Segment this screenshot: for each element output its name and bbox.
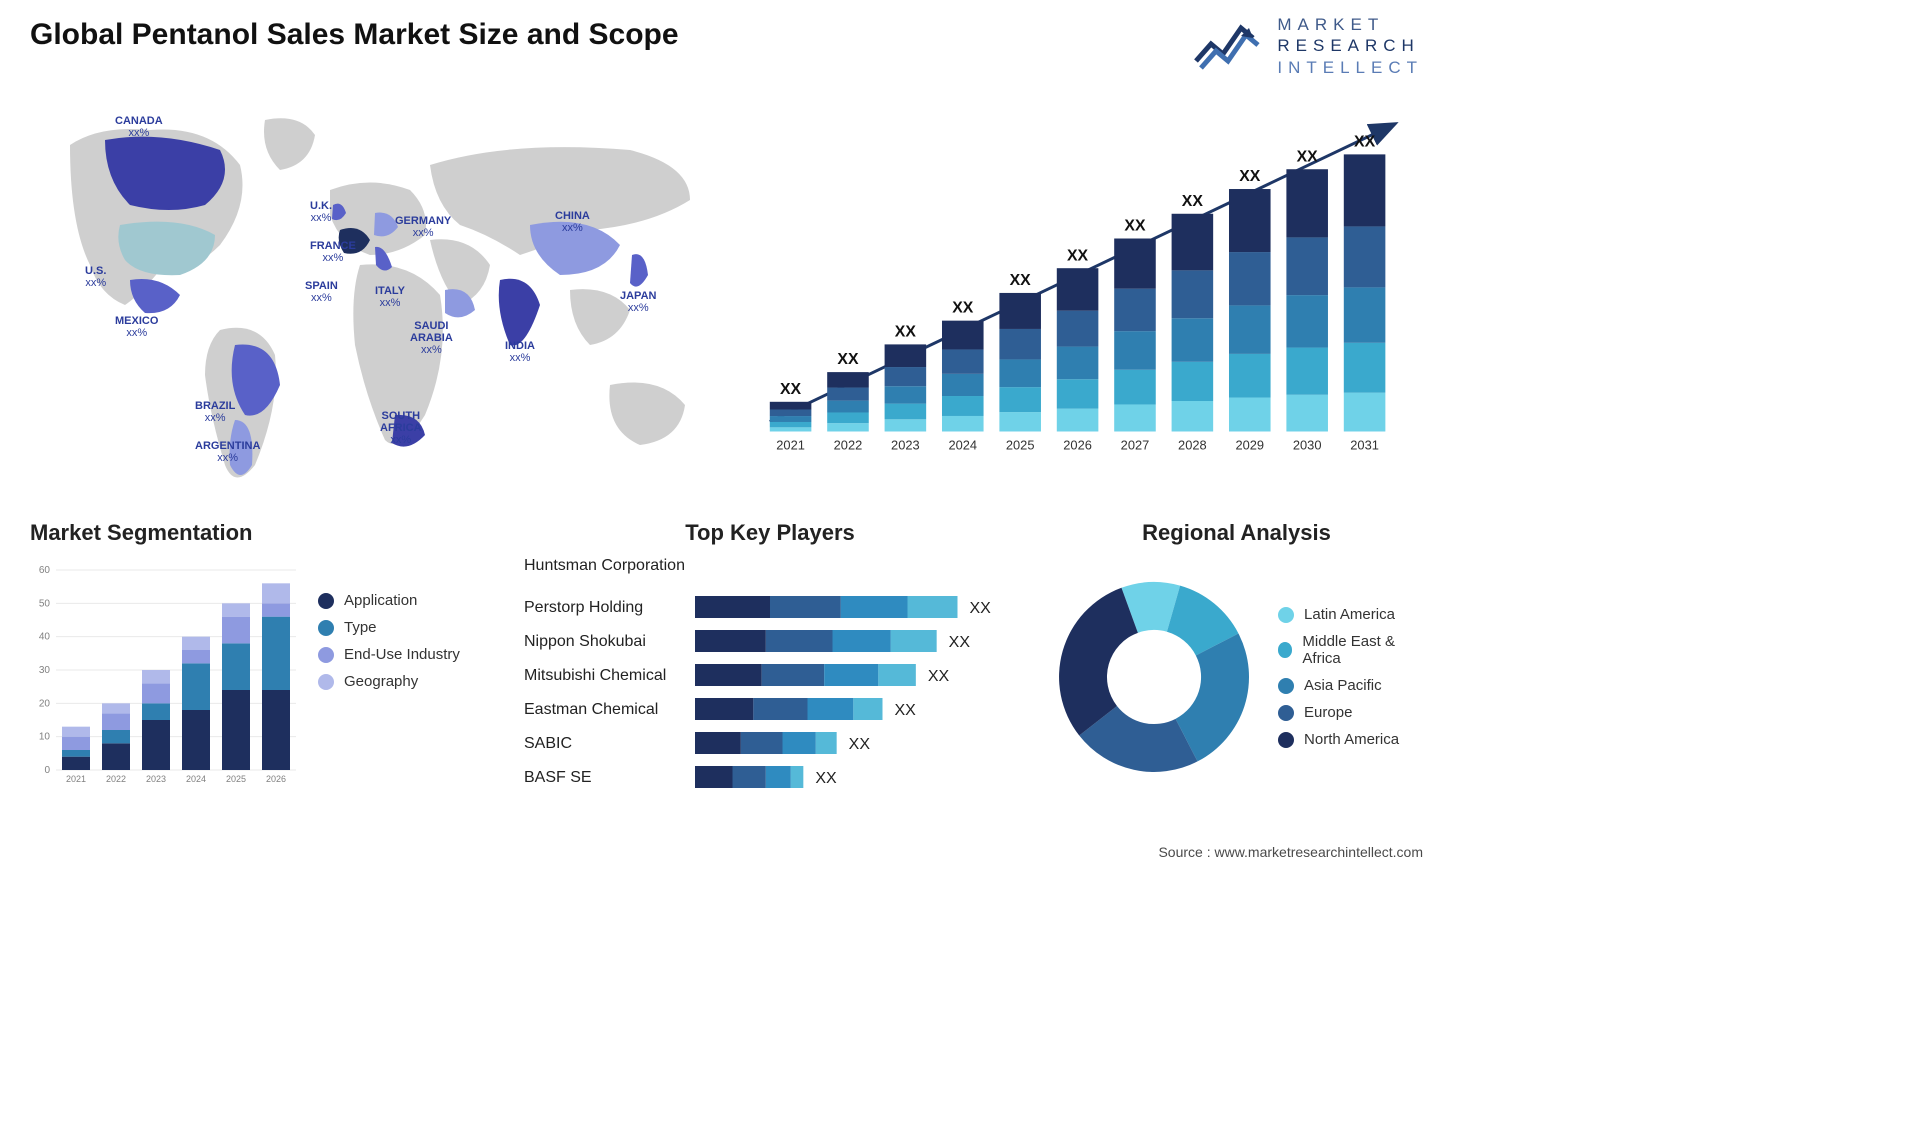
svg-text:2025: 2025	[1006, 437, 1035, 452]
map-label: CANADAxx%	[115, 115, 163, 139]
map-label: BRAZILxx%	[195, 400, 235, 424]
logo-text: MARKET RESEARCH INTELLECT	[1277, 14, 1423, 78]
logo-line2: RESEARCH	[1277, 35, 1423, 56]
legend-item: Geography	[318, 673, 460, 690]
svg-text:30: 30	[39, 665, 51, 676]
svg-text:XX: XX	[895, 323, 917, 340]
svg-text:XX: XX	[1124, 218, 1146, 235]
svg-text:10: 10	[39, 732, 51, 743]
svg-text:XX: XX	[849, 736, 871, 753]
svg-text:XX: XX	[837, 351, 859, 368]
players-panel: Top Key Players Huntsman Corporation Pers…	[520, 520, 1020, 820]
map-label: SAUDIARABIAxx%	[410, 320, 453, 356]
svg-text:XX: XX	[1354, 133, 1376, 150]
svg-text:2023: 2023	[891, 437, 920, 452]
svg-text:2024: 2024	[186, 774, 206, 784]
legend-item: Type	[318, 619, 460, 636]
logo-line3: INTELLECT	[1277, 57, 1423, 78]
legend-item: Asia Pacific	[1278, 677, 1423, 694]
legend-item: Europe	[1278, 704, 1423, 721]
svg-text:2028: 2028	[1178, 437, 1207, 452]
svg-text:XX: XX	[949, 634, 971, 651]
svg-text:2025: 2025	[226, 774, 246, 784]
svg-text:XX: XX	[928, 668, 950, 685]
svg-text:XX: XX	[1297, 148, 1319, 165]
regional-legend: Latin America Middle East & Africa Asia Pa…	[1278, 596, 1423, 758]
svg-text:50: 50	[39, 598, 51, 609]
legend-item: Latin America	[1278, 606, 1423, 623]
segmentation-legend: Application Type End-Use Industry Geography	[318, 582, 460, 700]
regional-panel: Regional Analysis Latin America Middle Ea…	[1050, 520, 1423, 820]
page-title: Global Pentanol Sales Market Size and Sc…	[30, 18, 679, 52]
legend-item: End-Use Industry	[318, 646, 460, 663]
map-label: JAPANxx%	[620, 290, 656, 314]
map-label: SPAINxx%	[305, 280, 338, 304]
map-label: ITALYxx%	[375, 285, 405, 309]
svg-text:0: 0	[44, 765, 50, 776]
svg-text:2030: 2030	[1293, 437, 1322, 452]
svg-text:Mitsubishi Chemical: Mitsubishi Chemical	[524, 667, 666, 684]
svg-text:2021: 2021	[66, 774, 86, 784]
top-row: CANADAxx% U.S.xx% MEXICOxx% BRAZILxx% ARGENT…	[30, 95, 1423, 495]
regional-title: Regional Analysis	[1050, 520, 1423, 546]
svg-text:2022: 2022	[106, 774, 126, 784]
svg-text:2021: 2021	[776, 437, 805, 452]
svg-text:2027: 2027	[1121, 437, 1150, 452]
map-label: INDIAxx%	[505, 340, 535, 364]
svg-text:Perstorp Holding: Perstorp Holding	[524, 599, 643, 616]
svg-text:Nippon Shokubai: Nippon Shokubai	[524, 633, 646, 650]
legend-item: North America	[1278, 731, 1423, 748]
segmentation-chart-svg: 0 10 20 30 40 50 60 2021 2022 2023 2024 2025 2026	[30, 552, 300, 792]
svg-text:XX: XX	[1239, 168, 1261, 185]
svg-text:XX: XX	[970, 600, 992, 617]
svg-text:XX: XX	[780, 381, 802, 398]
map-label: FRANCExx%	[310, 240, 356, 264]
map-label: GERMANYxx%	[395, 215, 451, 239]
map-label: ARGENTINAxx%	[195, 440, 260, 464]
svg-text:2023: 2023	[146, 774, 166, 784]
map-label: U.K.xx%	[310, 200, 332, 224]
svg-text:XX: XX	[1010, 272, 1032, 289]
svg-text:XX: XX	[952, 300, 974, 317]
svg-text:XX: XX	[1182, 193, 1204, 210]
regional-donut-svg	[1050, 552, 1258, 802]
page: Global Pentanol Sales Market Size and Sc…	[0, 0, 1453, 868]
map-label: CHINAxx%	[555, 210, 590, 234]
svg-text:Eastman Chemical: Eastman Chemical	[524, 701, 658, 718]
world-map: CANADAxx% U.S.xx% MEXICOxx% BRAZILxx% ARGENT…	[30, 95, 710, 495]
svg-text:2026: 2026	[266, 774, 286, 784]
legend-item: Application	[318, 592, 460, 609]
svg-text:2024: 2024	[948, 437, 977, 452]
svg-text:2026: 2026	[1063, 437, 1092, 452]
source-text: Source : www.marketresearchintellect.com	[1158, 844, 1423, 860]
growth-chart: XX 2021 XX 2022 XX 2023 XX 2024 XX 2025 XX 2026 XX 20…	[750, 95, 1423, 495]
segmentation-panel: Market Segmentation 0 10 20 30 40 50 60 2021 202…	[30, 520, 490, 820]
svg-text:Huntsman Corporation: Huntsman Corporation	[524, 557, 685, 574]
svg-text:SABIC: SABIC	[524, 735, 572, 752]
svg-text:BASF SE: BASF SE	[524, 769, 592, 786]
growth-chart-svg: XX 2021 XX 2022 XX 2023 XX 2024 XX 2025 XX 2026 XX 20…	[750, 95, 1423, 471]
svg-text:XX: XX	[815, 770, 837, 787]
svg-text:XX: XX	[895, 702, 917, 719]
world-map-svg	[30, 95, 710, 495]
map-label: U.S.xx%	[85, 265, 106, 289]
map-label: SOUTHAFRICAxx%	[380, 410, 422, 446]
svg-text:60: 60	[39, 565, 51, 576]
svg-text:2031: 2031	[1350, 437, 1379, 452]
logo-line1: MARKET	[1277, 14, 1423, 35]
legend-item: Middle East & Africa	[1278, 633, 1423, 667]
svg-text:40: 40	[39, 632, 51, 643]
players-title: Top Key Players	[520, 520, 1020, 546]
brand-logo: MARKET RESEARCH INTELLECT	[1193, 14, 1423, 78]
players-chart-svg: Huntsman Corporation Perstorp Holding XX Ni…	[520, 552, 1020, 812]
segmentation-title: Market Segmentation	[30, 520, 490, 546]
svg-text:XX: XX	[1067, 247, 1089, 264]
logo-mark-icon	[1193, 16, 1263, 76]
svg-text:2029: 2029	[1235, 437, 1264, 452]
svg-text:2022: 2022	[834, 437, 863, 452]
svg-text:20: 20	[39, 698, 51, 709]
bottom-row: Market Segmentation 0 10 20 30 40 50 60 2021 202…	[30, 520, 1423, 820]
map-label: MEXICOxx%	[115, 315, 158, 339]
